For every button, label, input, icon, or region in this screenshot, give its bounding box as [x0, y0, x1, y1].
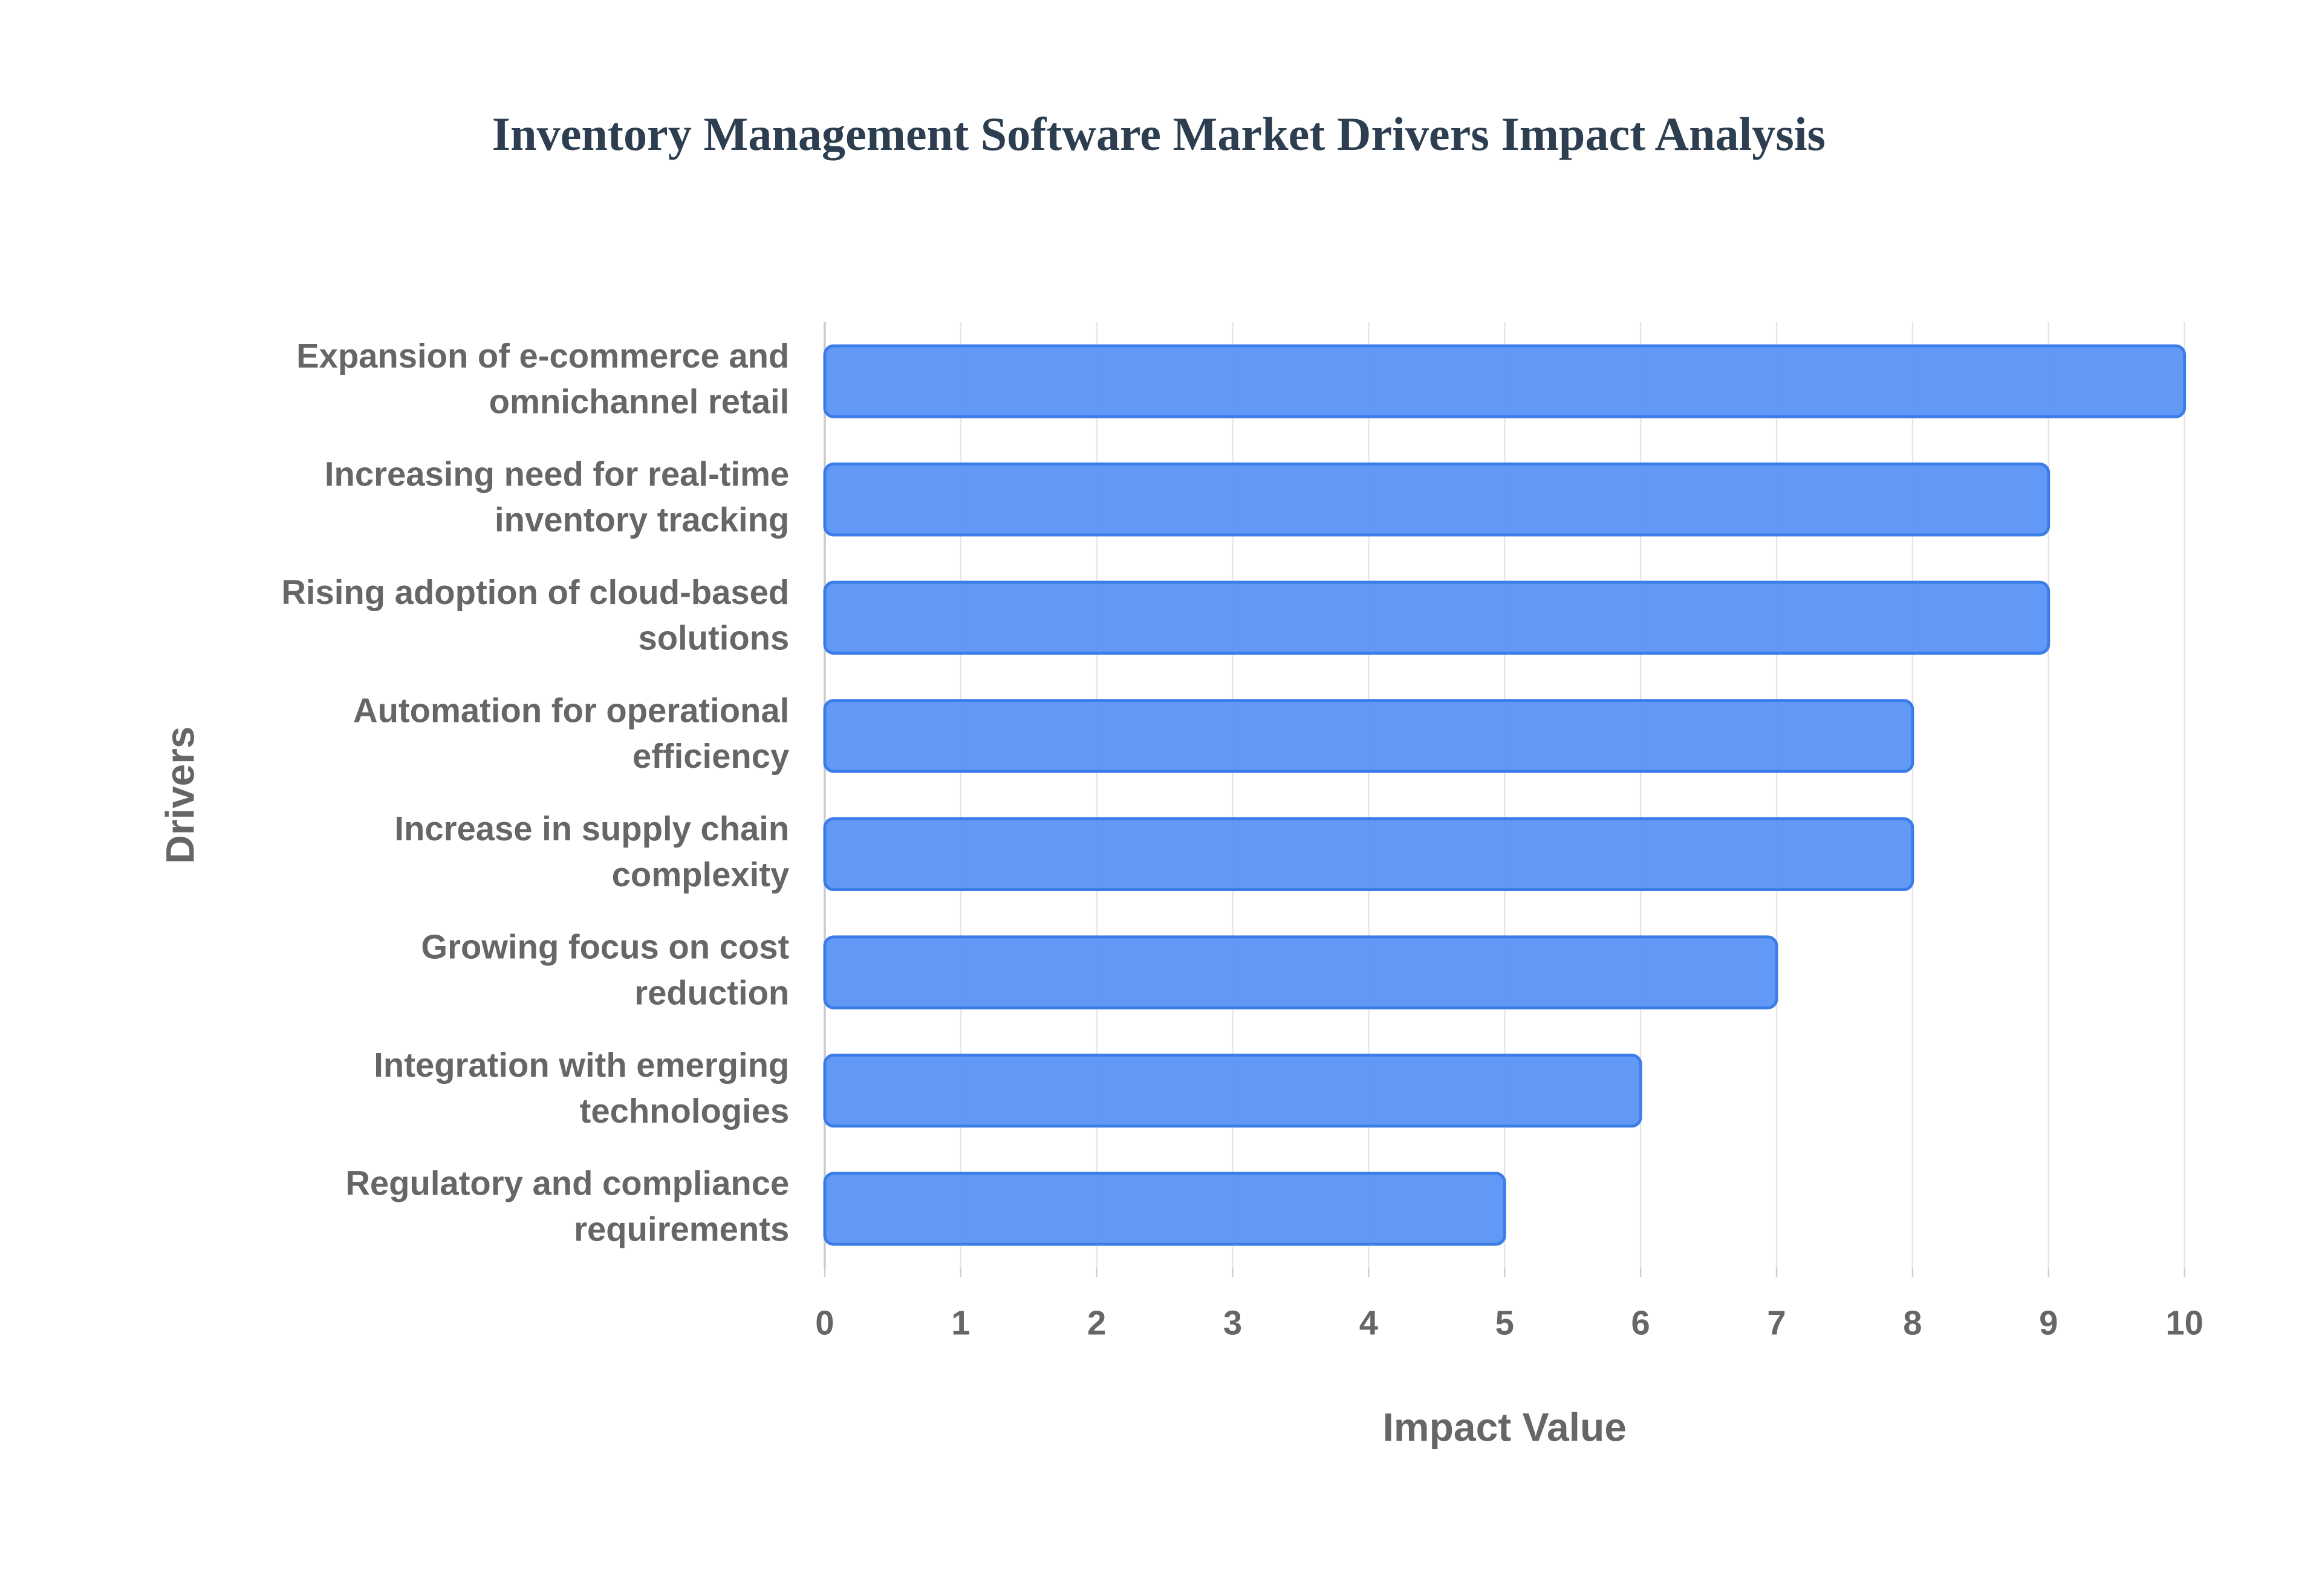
y-tick-label: Increase in supply chain complexity — [394, 809, 789, 894]
bar — [823, 935, 1778, 1010]
bar — [823, 1172, 1506, 1246]
y-tick-label: Rising adoption of cloud-based solutions — [281, 573, 789, 657]
x-tick-label: 5 — [1495, 1303, 1514, 1341]
x-tick-label: 6 — [1631, 1303, 1650, 1341]
x-tick-label: 1 — [951, 1303, 970, 1341]
y-tick-label: Regulatory and compliance requirements — [345, 1164, 789, 1248]
y-tick-label: Growing focus on cost reduction — [421, 927, 789, 1011]
x-tick-label: 4 — [1359, 1303, 1378, 1341]
chart-title: Inventory Management Software Market Dri… — [492, 108, 1826, 160]
x-tick-label: 8 — [1903, 1303, 1922, 1341]
x-axis-title: Impact Value — [1383, 1405, 1627, 1450]
bar — [823, 580, 2050, 655]
x-tick-label: 3 — [1223, 1303, 1242, 1341]
bar — [823, 344, 2187, 418]
bar — [823, 699, 1914, 773]
x-tick-label: 10 — [2165, 1303, 2203, 1341]
bar — [823, 462, 2050, 537]
bar — [823, 817, 1914, 891]
y-axis-title: Drivers — [158, 726, 203, 863]
x-tick-label: 7 — [1767, 1303, 1786, 1341]
y-tick-label: Expansion of e-commerce and omnichannel r… — [296, 337, 789, 421]
x-tick-label: 0 — [815, 1303, 834, 1341]
x-tick-label: 9 — [2039, 1303, 2058, 1341]
x-tick-label: 2 — [1087, 1303, 1106, 1341]
bar — [823, 1053, 1642, 1128]
y-tick-label: Integration with emerging technologies — [374, 1046, 789, 1130]
y-tick-label: Automation for operational efficiency — [353, 691, 789, 775]
y-tick-label: Increasing need for real-time inventory t… — [325, 455, 789, 539]
